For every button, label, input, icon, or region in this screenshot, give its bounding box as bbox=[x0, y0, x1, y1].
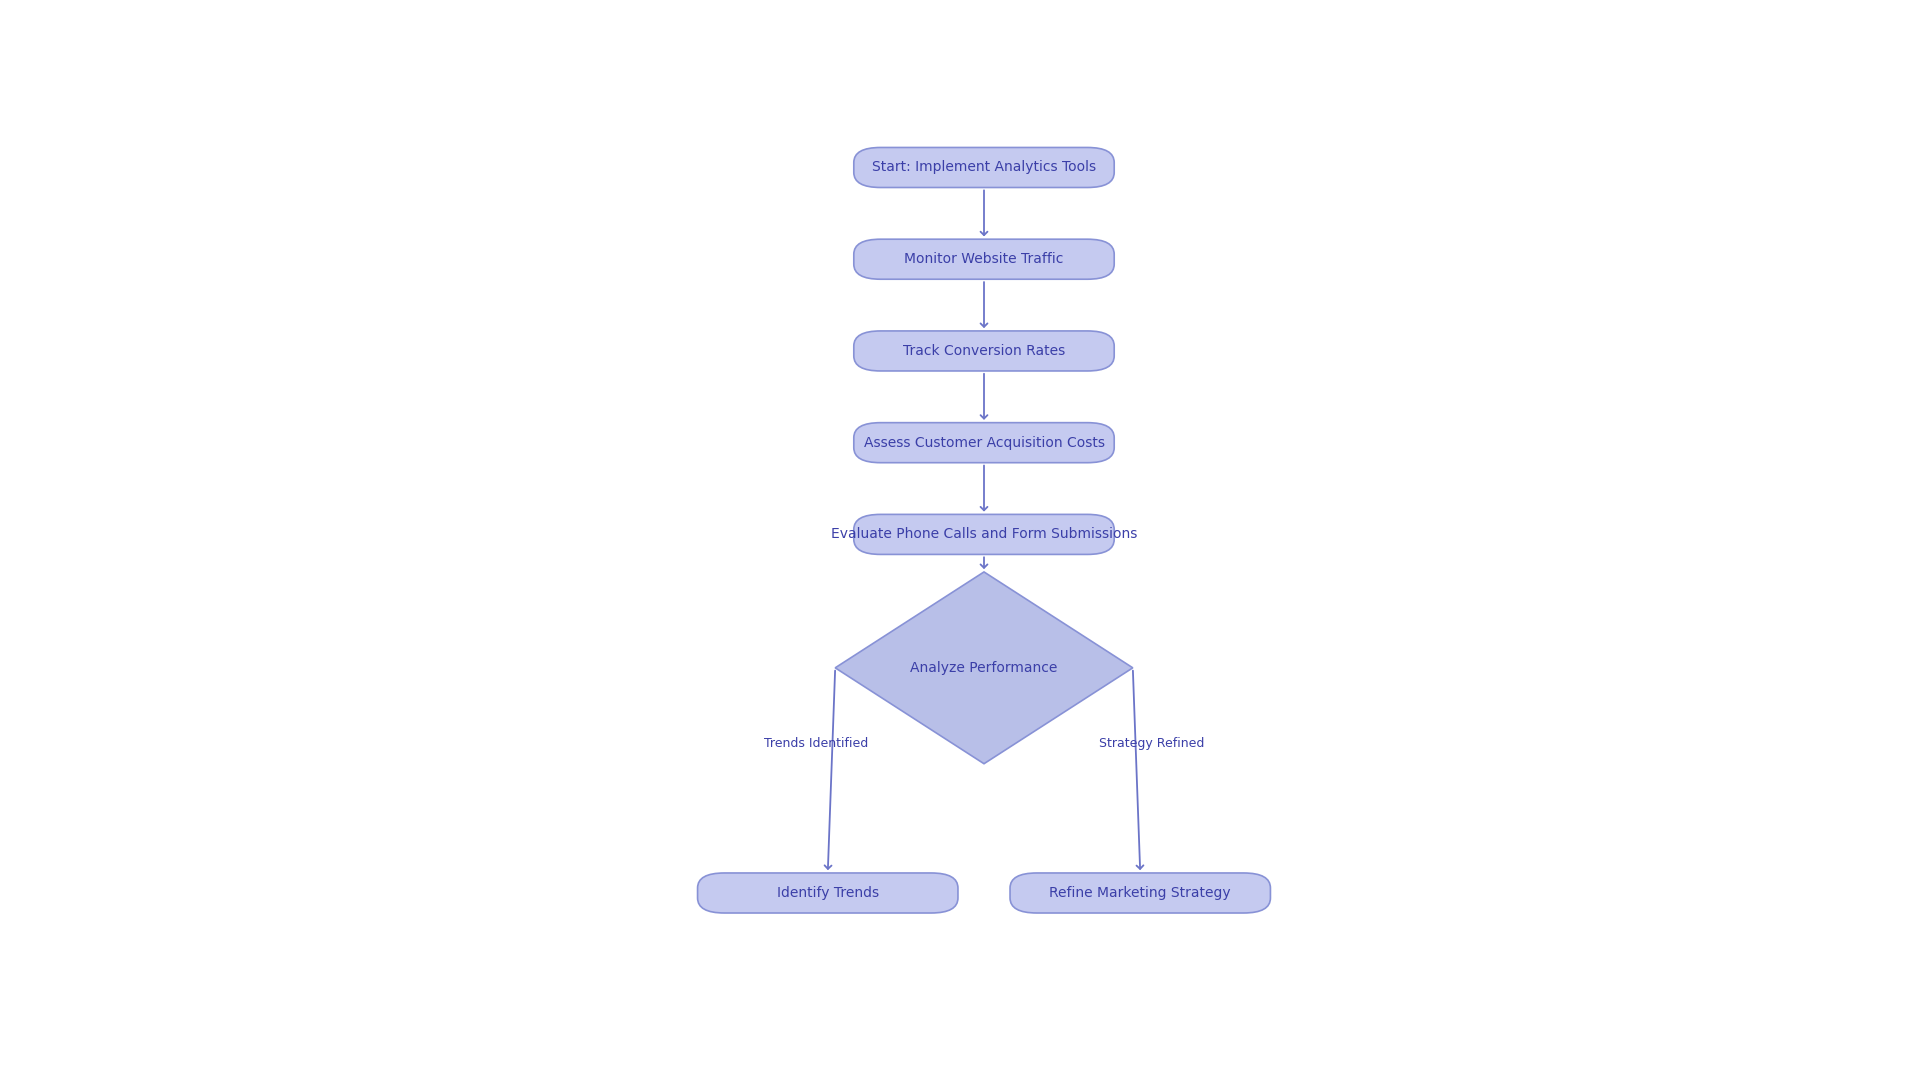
Polygon shape bbox=[835, 572, 1133, 764]
FancyBboxPatch shape bbox=[854, 331, 1114, 371]
Text: Strategy Refined: Strategy Refined bbox=[1098, 736, 1204, 749]
Text: Evaluate Phone Calls and Form Submissions: Evaluate Phone Calls and Form Submission… bbox=[831, 527, 1137, 542]
Text: Track Conversion Rates: Track Conversion Rates bbox=[902, 344, 1066, 358]
Text: Monitor Website Traffic: Monitor Website Traffic bbox=[904, 252, 1064, 266]
FancyBboxPatch shape bbox=[697, 873, 958, 913]
Text: Analyze Performance: Analyze Performance bbox=[910, 661, 1058, 675]
Text: Start: Implement Analytics Tools: Start: Implement Analytics Tools bbox=[872, 160, 1096, 174]
Text: Trends Identified: Trends Identified bbox=[764, 736, 868, 749]
FancyBboxPatch shape bbox=[1010, 873, 1271, 913]
FancyBboxPatch shape bbox=[854, 147, 1114, 187]
FancyBboxPatch shape bbox=[854, 422, 1114, 462]
FancyBboxPatch shape bbox=[854, 514, 1114, 554]
Text: Refine Marketing Strategy: Refine Marketing Strategy bbox=[1050, 886, 1231, 900]
Text: Assess Customer Acquisition Costs: Assess Customer Acquisition Costs bbox=[864, 435, 1104, 449]
FancyBboxPatch shape bbox=[854, 239, 1114, 279]
Text: Identify Trends: Identify Trends bbox=[778, 886, 879, 900]
